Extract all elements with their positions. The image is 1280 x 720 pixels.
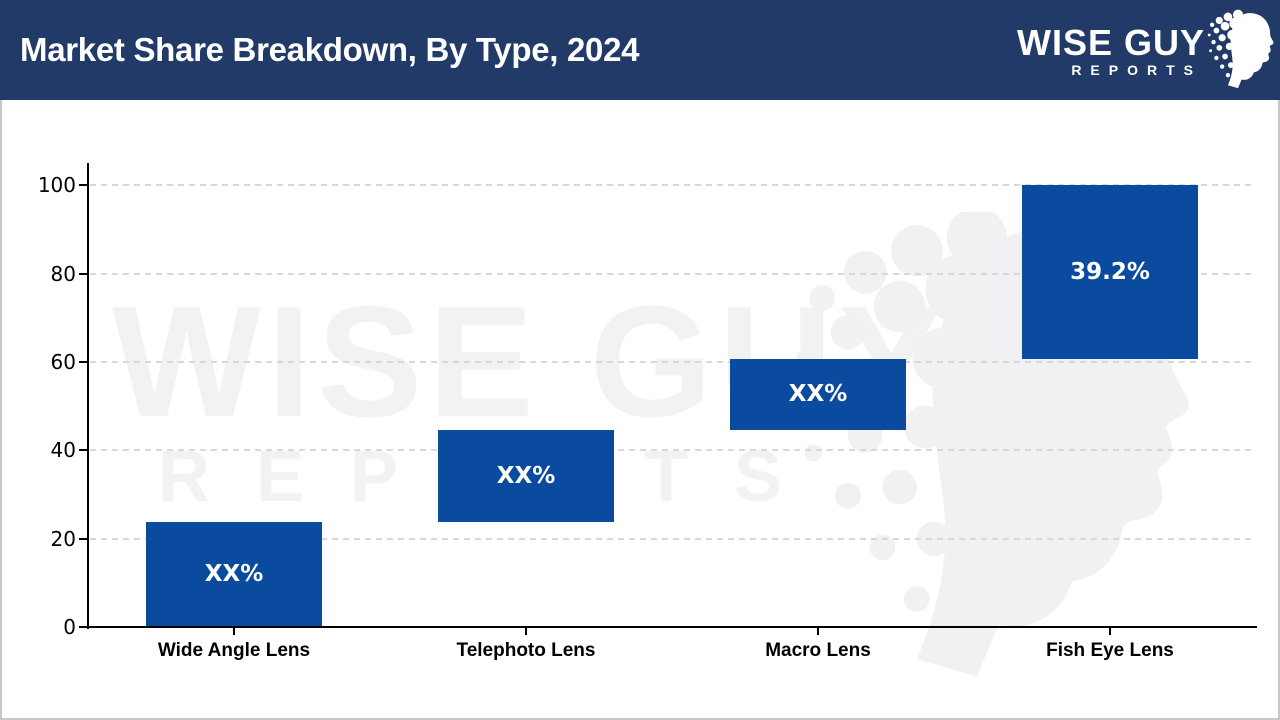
x-tick-mark bbox=[1109, 628, 1111, 635]
bar-value-label: XX% bbox=[788, 381, 848, 408]
bar-fish-eye-lens: 39.2% bbox=[1022, 185, 1198, 359]
x-axis-line bbox=[87, 626, 1257, 628]
y-tick-mark bbox=[79, 537, 87, 540]
header-band: Market Share Breakdown, By Type, 2024 WI… bbox=[0, 0, 1280, 100]
gridline bbox=[90, 449, 1256, 452]
y-tick-mark bbox=[79, 449, 87, 452]
y-tick-label: 80 bbox=[50, 261, 76, 286]
x-tick-mark bbox=[525, 628, 527, 635]
bar-value-label: 39.2% bbox=[1070, 259, 1150, 286]
bar-value-label: XX% bbox=[204, 561, 264, 588]
brand-logo-subtext: REPORTS bbox=[1071, 62, 1202, 78]
gridline bbox=[90, 537, 1256, 540]
y-tick-label: 20 bbox=[50, 526, 76, 551]
head-profile-dots-icon bbox=[1207, 9, 1274, 89]
y-tick-label: 60 bbox=[50, 350, 76, 375]
x-tick-label: Fish Eye Lens bbox=[1046, 640, 1174, 661]
y-tick-mark bbox=[79, 361, 87, 364]
gridline bbox=[90, 361, 1256, 364]
page-title: Market Share Breakdown, By Type, 2024 bbox=[20, 31, 640, 68]
brand-logo-text: WISE GUY bbox=[1016, 22, 1205, 63]
bar-macro-lens: XX% bbox=[730, 358, 906, 430]
brand-logo: WISE GUY REPORTS bbox=[1017, 0, 1274, 100]
y-tick-mark bbox=[79, 272, 87, 275]
bar-telephoto-lens: XX% bbox=[438, 429, 614, 522]
x-tick-label: Macro Lens bbox=[765, 640, 871, 661]
bar-wide-angle-lens: XX% bbox=[146, 521, 322, 627]
y-tick-mark bbox=[79, 184, 87, 187]
x-tick-label: Telephoto Lens bbox=[456, 640, 596, 661]
gridline bbox=[90, 184, 1256, 187]
y-tick-label: 100 bbox=[37, 173, 76, 198]
x-tick-mark bbox=[233, 628, 235, 635]
x-tick-label: Wide Angle Lens bbox=[157, 640, 311, 661]
bar-value-label: XX% bbox=[496, 462, 556, 489]
y-tick-label: 0 bbox=[63, 615, 76, 639]
gridline bbox=[90, 272, 1256, 275]
x-tick-mark bbox=[817, 628, 819, 635]
y-axis-line bbox=[87, 163, 89, 629]
y-tick-label: 40 bbox=[50, 438, 76, 463]
y-tick-mark bbox=[79, 626, 87, 628]
